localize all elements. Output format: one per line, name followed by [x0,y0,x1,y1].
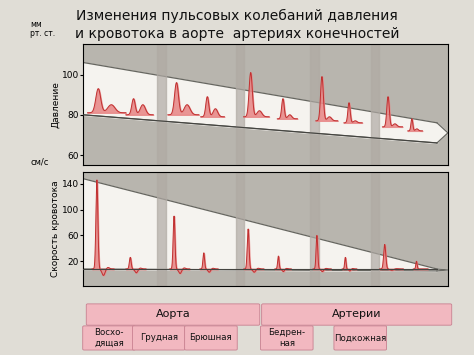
Bar [157,172,166,286]
Bar [310,172,319,286]
Text: и кровотока в аорте  артериях конечностей: и кровотока в аорте артериях конечностей [75,27,399,40]
Y-axis label: Скорость кровотока: Скорость кровотока [51,181,60,277]
Bar [157,44,166,165]
Y-axis label: Давление: Давление [51,81,60,128]
Bar [310,44,319,165]
Bar [236,44,244,165]
Text: Изменения пульсовых колебаний давления: Изменения пульсовых колебаний давления [76,9,398,23]
Text: Подкожная: Подкожная [334,333,386,343]
Bar [371,44,379,165]
Text: Восхо-
дящая: Восхо- дящая [94,328,124,348]
Polygon shape [437,269,448,271]
Text: Аорта: Аорта [155,309,191,319]
Bar [236,172,244,286]
Text: Грудная: Грудная [140,333,178,343]
Text: Бедрен-
ная: Бедрен- ная [268,328,305,348]
Text: Брюшная: Брюшная [190,333,232,343]
Text: мм
рт. ст.: мм рт. ст. [30,20,55,38]
Polygon shape [437,123,448,143]
Bar [371,172,379,286]
Text: см/с: см/с [30,158,48,166]
Text: Артерии: Артерии [332,309,382,319]
